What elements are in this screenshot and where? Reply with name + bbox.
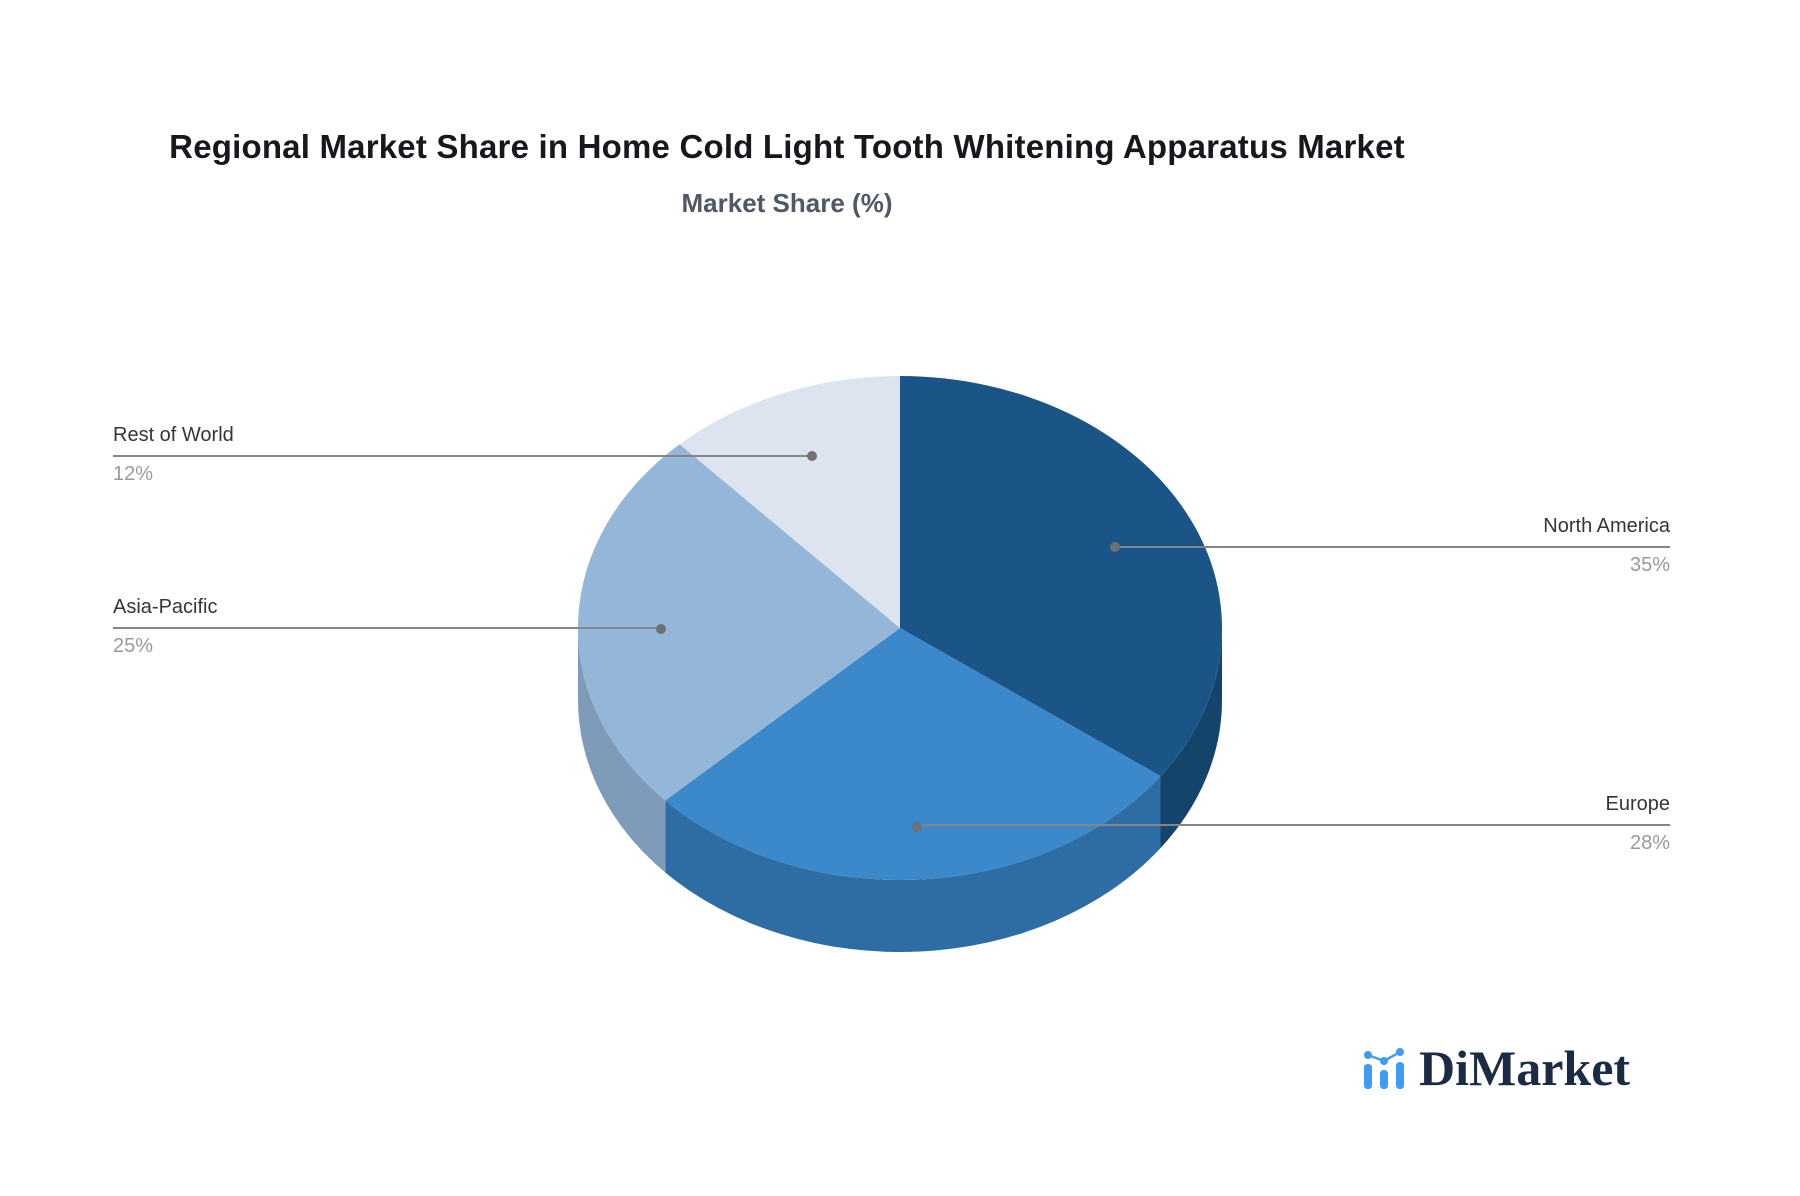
chart-subtitle: Market Share (%): [681, 188, 893, 218]
slice-value-rest-of-world: 12%: [113, 463, 154, 485]
pie-slice-rest-of-world[interactable]: [679, 376, 900, 628]
pie-slice-europe[interactable]: [665, 628, 1161, 880]
slice-label-north-america: North America: [1543, 515, 1670, 537]
brand-logo: DiMarket: [1362, 1040, 1630, 1096]
slice-value-europe: 28%: [1629, 832, 1670, 854]
pie-slices: [577, 376, 1223, 880]
pie-slice-north-america[interactable]: [900, 376, 1223, 777]
bar-chart-logo-icon: [1364, 1048, 1404, 1089]
leader-dot-asia-pacific: [656, 624, 666, 634]
pie-slice-side-europe: [665, 776, 1161, 953]
brand-name: DiMarket: [1419, 1040, 1631, 1096]
pie-slice-side-north-america: [1160, 628, 1222, 849]
slice-value-north-america: 35%: [1629, 554, 1670, 576]
slice-value-asia-pacific: 25%: [113, 635, 154, 657]
pie-3d-sides: [578, 628, 1222, 953]
leader-line-north-america: [1115, 546, 1670, 548]
chart-title: Regional Market Share in Home Cold Light…: [169, 128, 1405, 165]
leader-line-rest-of-world: [113, 455, 812, 457]
leader-line-asia-pacific: [113, 627, 661, 629]
slice-label-rest-of-world: Rest of World: [113, 424, 234, 446]
slice-label-asia-pacific: Asia-Pacific: [113, 596, 218, 618]
pie-slice-asia-pacific[interactable]: [577, 444, 900, 801]
pie-slice-side-asia-pacific: [578, 628, 666, 873]
leader-line-europe: [917, 824, 1670, 826]
leader-dot-north-america: [1110, 542, 1120, 552]
leader-dot-rest-of-world: [807, 451, 817, 461]
leader-dot-europe: [912, 822, 922, 832]
slice-label-europe: Europe: [1605, 793, 1671, 815]
